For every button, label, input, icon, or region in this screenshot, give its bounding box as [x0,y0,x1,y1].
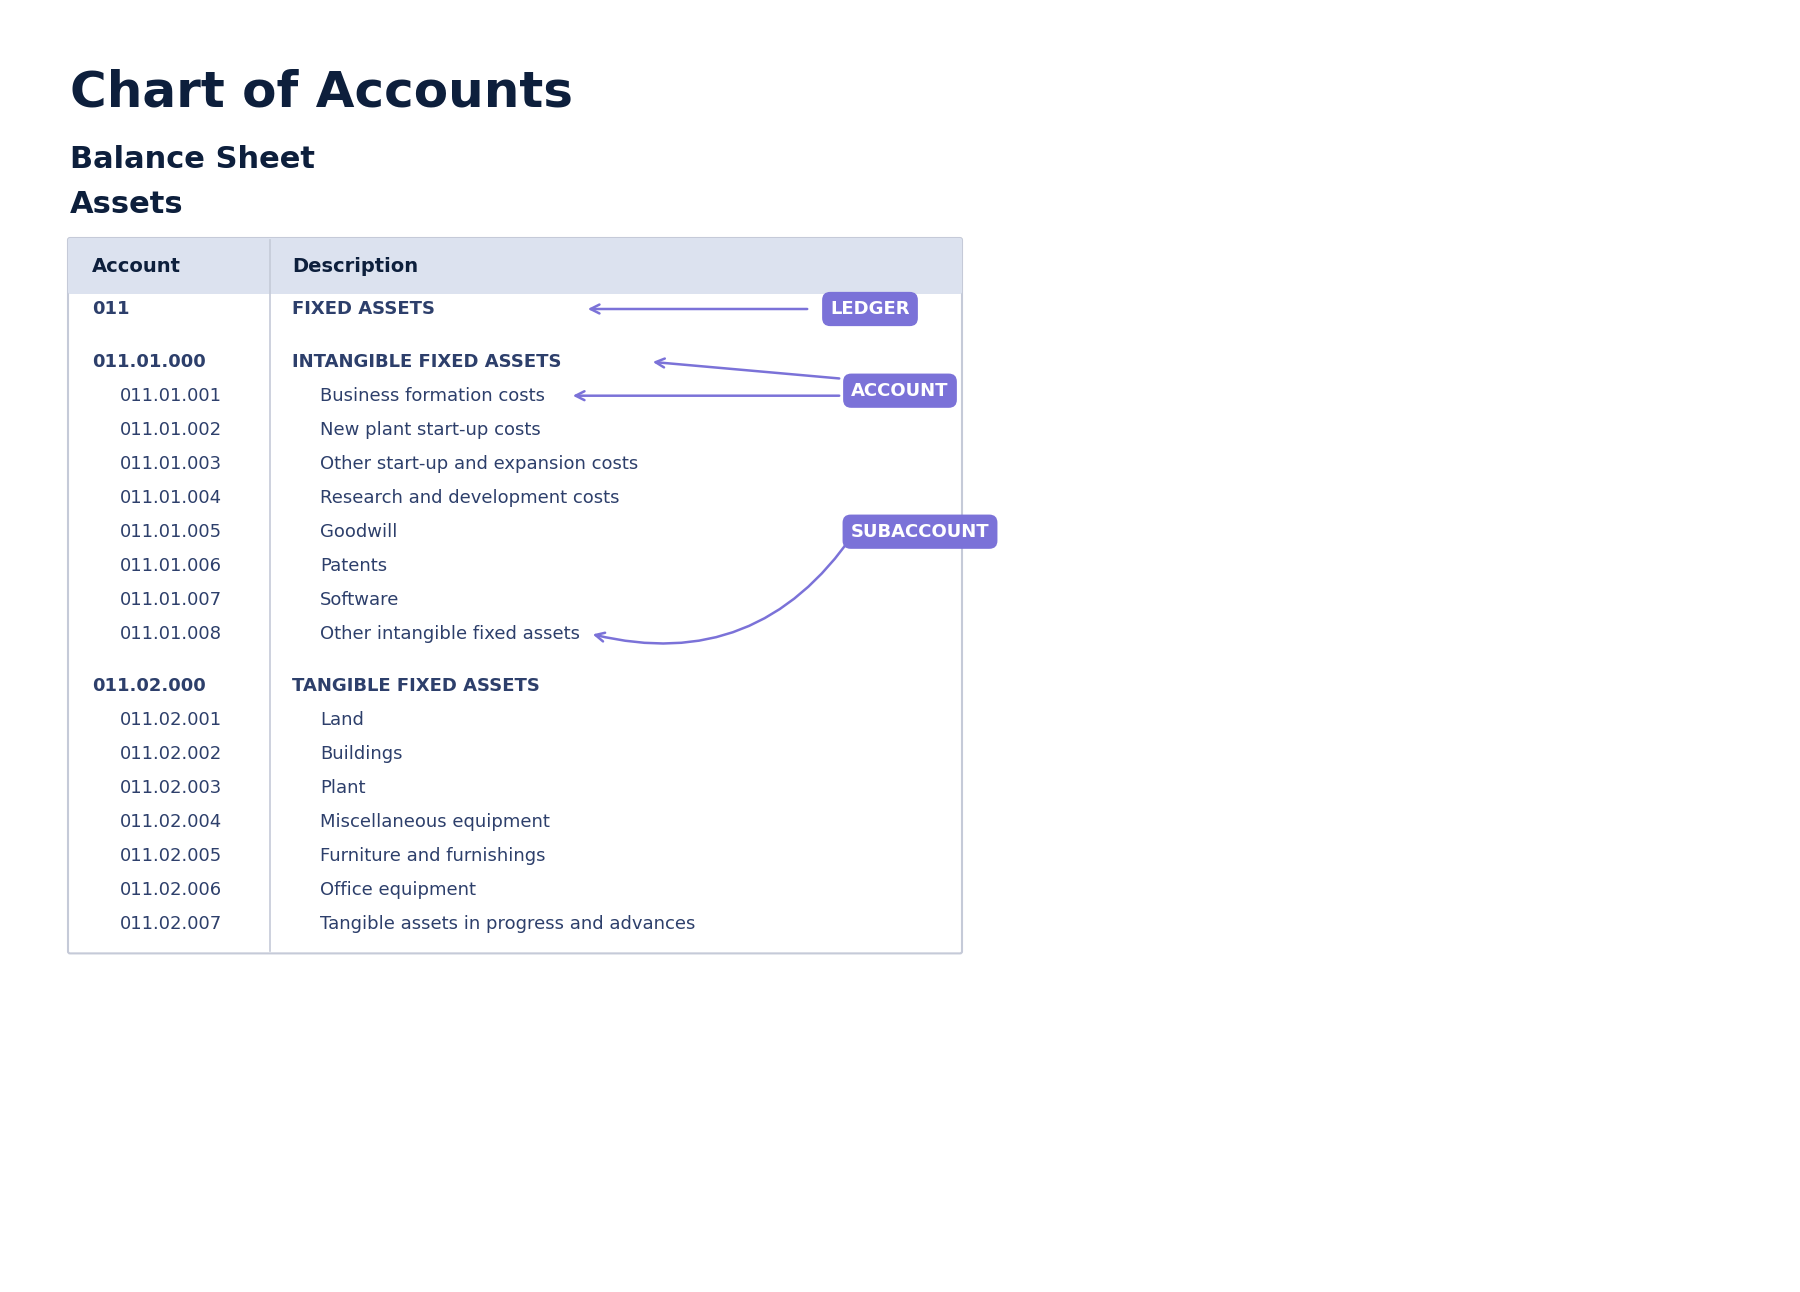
Text: 011.01.000: 011.01.000 [92,353,205,371]
Text: 011.02.007: 011.02.007 [121,916,221,933]
Text: Account: Account [92,257,182,275]
Text: TANGIBLE FIXED ASSETS: TANGIBLE FIXED ASSETS [292,677,540,695]
Text: Buildings: Buildings [320,745,403,764]
Text: Other intangible fixed assets: Other intangible fixed assets [320,625,580,642]
Text: INTANGIBLE FIXED ASSETS: INTANGIBLE FIXED ASSETS [292,353,562,371]
Text: 011.02.000: 011.02.000 [92,677,205,695]
Text: Other start-up and expansion costs: Other start-up and expansion costs [320,455,639,473]
Text: Miscellaneous equipment: Miscellaneous equipment [320,814,549,831]
Text: 011.02.001: 011.02.001 [121,712,221,730]
Text: 011.01.007: 011.01.007 [121,590,221,609]
Text: 011.01.004: 011.01.004 [121,488,221,506]
Text: 011.02.002: 011.02.002 [121,745,221,764]
Text: Furniture and furnishings: Furniture and furnishings [320,848,545,866]
Text: 011.01.008: 011.01.008 [121,625,221,642]
Text: Goodwill: Goodwill [320,523,398,540]
Text: Research and development costs: Research and development costs [320,488,619,506]
Text: Land: Land [320,712,364,730]
Text: 011.01.002: 011.01.002 [121,421,221,439]
Text: 011.01.003: 011.01.003 [121,455,221,473]
Text: Patents: Patents [320,557,387,575]
Text: 011: 011 [92,300,130,318]
Text: 011.02.005: 011.02.005 [121,848,221,866]
Text: Business formation costs: Business formation costs [320,386,545,404]
Text: New plant start-up costs: New plant start-up costs [320,421,540,439]
Text: 011.01.005: 011.01.005 [121,523,221,540]
Text: 011.01.006: 011.01.006 [121,557,221,575]
Text: Office equipment: Office equipment [320,881,475,899]
Text: Balance Sheet: Balance Sheet [70,145,315,174]
Text: Plant: Plant [320,779,365,797]
Text: 011.01.001: 011.01.001 [121,386,221,404]
FancyBboxPatch shape [68,238,961,295]
Text: 011.02.006: 011.02.006 [121,881,221,899]
Text: 011.02.004: 011.02.004 [121,814,221,831]
Text: ACCOUNT: ACCOUNT [851,381,949,399]
Text: LEDGER: LEDGER [830,300,909,318]
Text: Software: Software [320,590,400,609]
Text: Tangible assets in progress and advances: Tangible assets in progress and advances [320,916,695,933]
Text: SUBACCOUNT: SUBACCOUNT [851,523,990,540]
Text: Chart of Accounts: Chart of Accounts [70,68,572,116]
FancyBboxPatch shape [68,238,961,953]
Text: 011.02.003: 011.02.003 [121,779,221,797]
Text: Assets: Assets [70,190,184,220]
Text: FIXED ASSETS: FIXED ASSETS [292,300,436,318]
Text: Description: Description [292,257,418,275]
